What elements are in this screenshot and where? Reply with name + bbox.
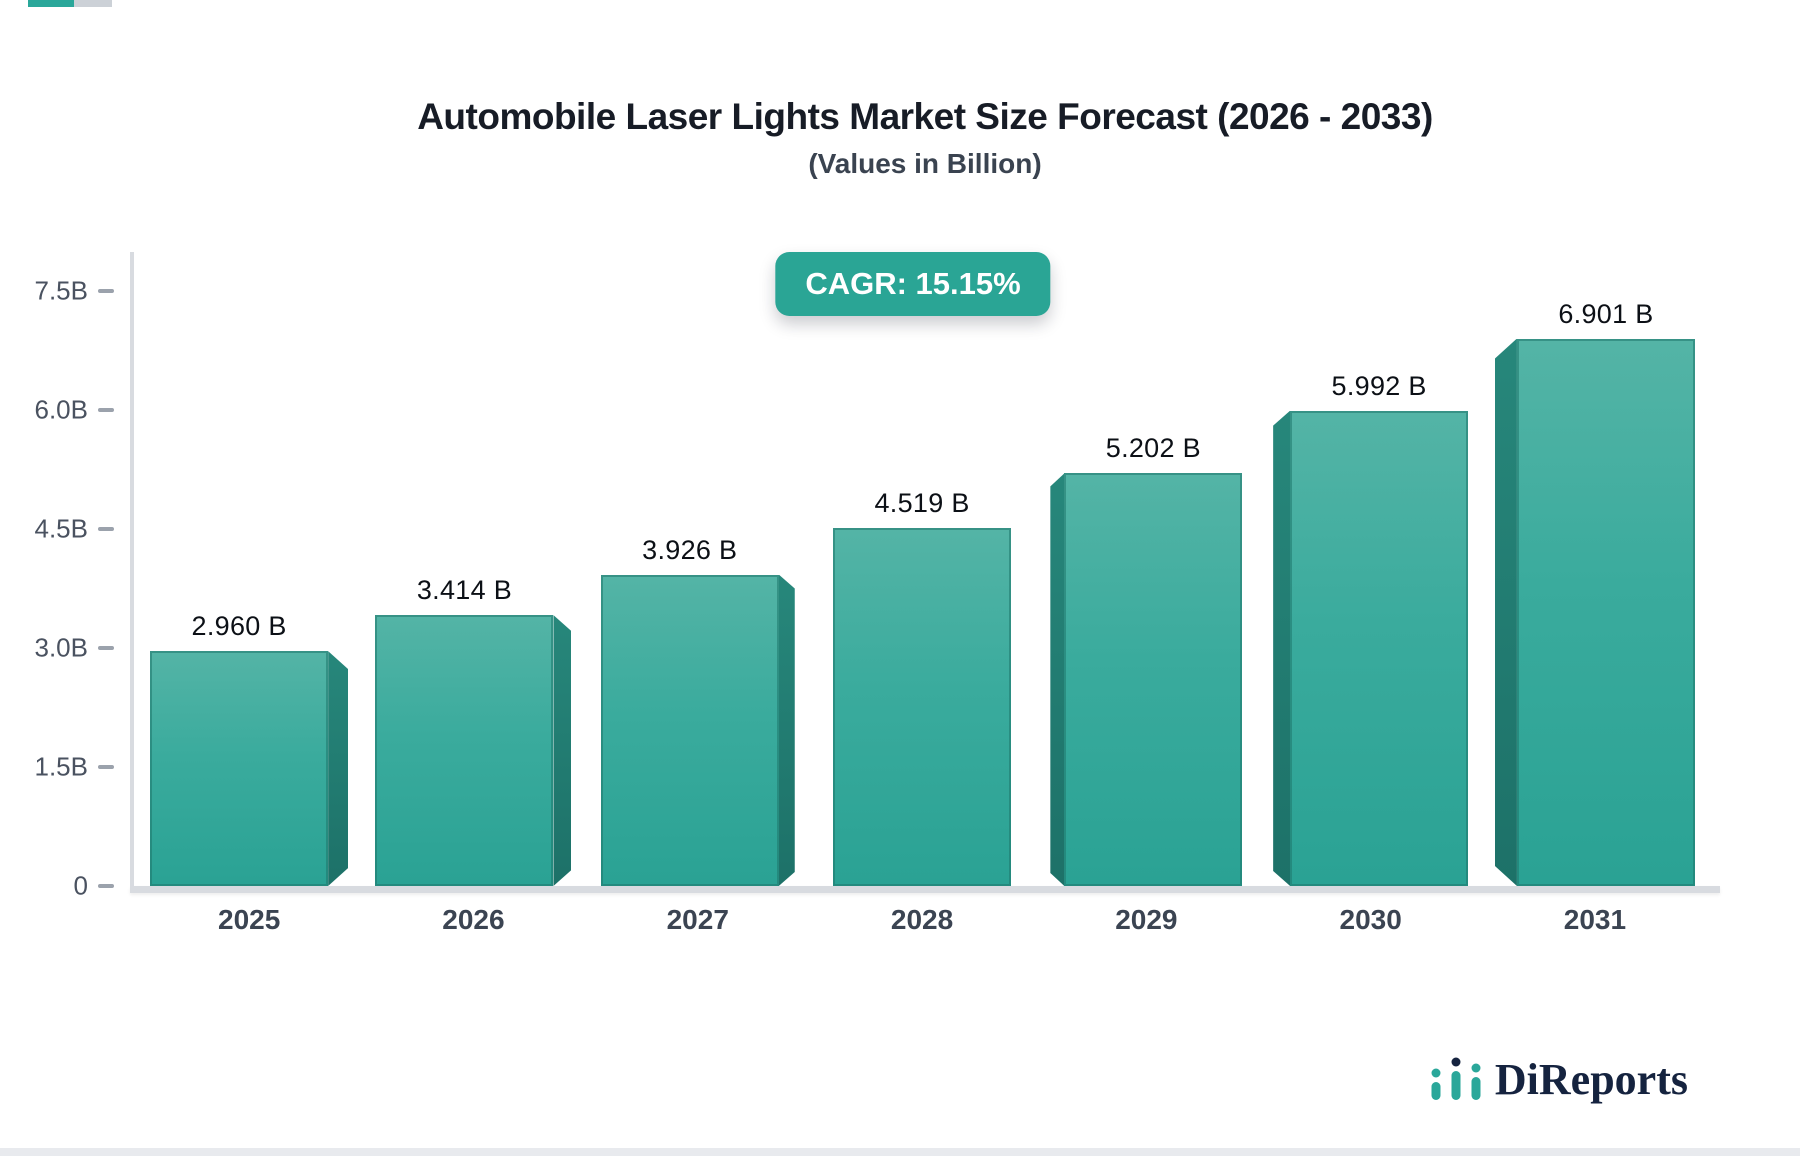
bar-2029[interactable] [1064,473,1243,886]
chart-subtitle: (Values in Billion) [808,148,1042,179]
y-axis-tick-label-0: 0 [73,870,88,901]
x-axis-label-2027: 2027 [666,904,729,935]
y-axis-tick-mark [98,646,114,650]
x-axis-label-2031: 2031 [1563,904,1627,935]
top-edge-artifact-teal [28,0,74,7]
bar-value-label-2030: 5.992 B [1331,370,1427,401]
y-axis-tick-label-4.5B: 4.5B [34,513,89,544]
bar-value-label-2031: 6.901 B [1558,298,1654,329]
bar-2025[interactable] [150,651,329,886]
cagr-badge: CAGR: 15.15% [775,252,1051,316]
y-axis-tick-label-6.0B: 6.0B [34,394,89,425]
bar-3d-side-2029 [1050,473,1064,886]
y-axis-tick-label-1.5B: 1.5B [34,751,89,782]
y-axis-tick-label-3.0B: 3.0B [34,632,89,663]
y-axis-tick-mark [98,884,114,888]
bar-2027[interactable] [600,574,779,886]
y-axis-tick-mark [98,289,114,294]
y-axis-tick-label-7.5B: 7.5B [34,275,89,306]
top-edge-artifact-gray [74,0,112,7]
bar-2028[interactable] [833,527,1012,886]
y-axis-line [130,252,134,893]
x-axis-label-2029: 2029 [1115,904,1178,935]
x-axis-label-2030: 2030 [1339,904,1402,935]
x-axis-baseline [130,886,1720,893]
bottom-edge-strip [0,1148,1800,1156]
bar-value-label-2025: 2.960 B [191,611,287,642]
x-axis-label-2028: 2028 [890,904,954,935]
brand-logo-text: DiReports [1494,1055,1688,1104]
bar-3d-side-2031 [1495,339,1517,886]
bar-value-label-2027: 3.926 B [642,534,738,565]
bar-2030[interactable] [1290,410,1469,886]
bar-3d-side-2026 [553,615,571,886]
y-axis-tick-mark [98,527,114,531]
y-axis-tick-mark [98,765,114,769]
bar-value-label-2029: 5.202 B [1105,433,1201,464]
y-axis-tick-mark [98,408,114,413]
x-axis-label-2026: 2026 [442,904,505,935]
bar-2031[interactable] [1516,338,1695,886]
bar-3d-side-2025 [328,651,348,886]
brand-logo[interactable]: DiReports [1427,1050,1688,1102]
brand-logo-icon [1431,1057,1481,1100]
chart-title: Automobile Laser Lights Market Size Fore… [417,96,1433,137]
bar-3d-side-2027 [779,575,795,886]
x-axis-label-2025: 2025 [217,904,281,935]
bar-value-label-2028: 4.519 B [874,487,970,518]
bar-3d-side-2030 [1273,411,1290,886]
bar-2026[interactable] [375,615,554,886]
bar-value-label-2026: 3.414 B [416,575,513,606]
